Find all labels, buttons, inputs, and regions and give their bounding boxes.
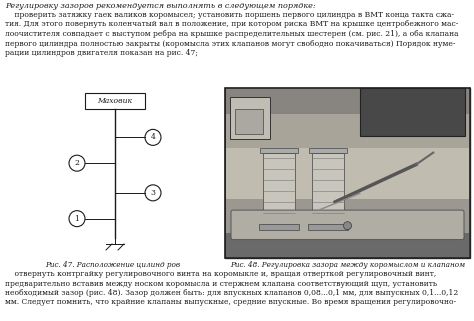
- Bar: [308, 224, 348, 230]
- Text: предварительно вставив между носком коромысла и стержнем клапана соответствующий: предварительно вставив между носком коро…: [5, 280, 437, 288]
- Bar: [226, 232, 469, 258]
- Text: 4: 4: [151, 134, 155, 141]
- Text: Регулировку зазоров рекомендуется выполнять в следующем порядке:: Регулировку зазоров рекомендуется выполн…: [5, 2, 316, 10]
- Bar: [85, 93, 145, 109]
- Circle shape: [145, 129, 161, 145]
- Text: 1: 1: [74, 215, 80, 223]
- Text: проверить затяжку гаек валиков коромысел; установить поршень первого цилиндра в : проверить затяжку гаек валиков коромысел…: [5, 11, 454, 19]
- Circle shape: [145, 185, 161, 201]
- Bar: [226, 114, 469, 148]
- Circle shape: [69, 155, 85, 171]
- Bar: [225, 88, 470, 258]
- Bar: [260, 148, 298, 152]
- Text: Рис. 47. Расположение цилинд ров: Рис. 47. Расположение цилинд ров: [46, 261, 181, 269]
- Text: лоочистителя совпадает с выступом ребра на крышке распределительных шестерен (см: лоочистителя совпадает с выступом ребра …: [5, 30, 459, 38]
- Text: 2: 2: [74, 159, 80, 167]
- Text: 3: 3: [151, 189, 155, 197]
- Circle shape: [69, 211, 85, 227]
- Bar: [226, 148, 469, 198]
- Bar: [230, 97, 270, 139]
- Bar: [235, 108, 263, 134]
- Bar: [259, 224, 299, 230]
- Bar: [225, 88, 470, 258]
- Text: необходимый зазор (рис. 48). Зазор должен быть: для впускных клапанов 0,08...0,1: необходимый зазор (рис. 48). Зазор долже…: [5, 289, 458, 297]
- Text: рации цилиндров двигателя показан на рис. 47;: рации цилиндров двигателя показан на рис…: [5, 49, 198, 57]
- Bar: [226, 88, 469, 114]
- Bar: [360, 88, 465, 135]
- Circle shape: [344, 222, 352, 230]
- Bar: [309, 148, 347, 152]
- FancyBboxPatch shape: [231, 210, 464, 239]
- Text: первого цилиндра полностью закрыты (коромысла этих клапанов могут свободно покач: первого цилиндра полностью закрыты (коро…: [5, 39, 456, 48]
- Text: отвернуть контргайку регулировочного винта на коромыкле и, вращая отверткой регу: отвернуть контргайку регулировочного вин…: [5, 270, 436, 278]
- Text: тия. Для этого повернуть коленчатый вал в положение, при котором риска ВМТ на кр: тия. Для этого повернуть коленчатый вал …: [5, 21, 458, 29]
- Text: мм. Следует помнить, что крайние клапаны выпускные, средние впускные. Во время в: мм. Следует помнить, что крайние клапаны…: [5, 299, 456, 307]
- Text: Рис. 48. Регулировка зазора между коромыслом и клапаном: Рис. 48. Регулировка зазора между коромы…: [230, 261, 465, 269]
- Bar: [226, 198, 469, 232]
- Bar: [263, 152, 295, 224]
- Text: Маховик: Маховик: [98, 97, 133, 105]
- Bar: [312, 152, 344, 224]
